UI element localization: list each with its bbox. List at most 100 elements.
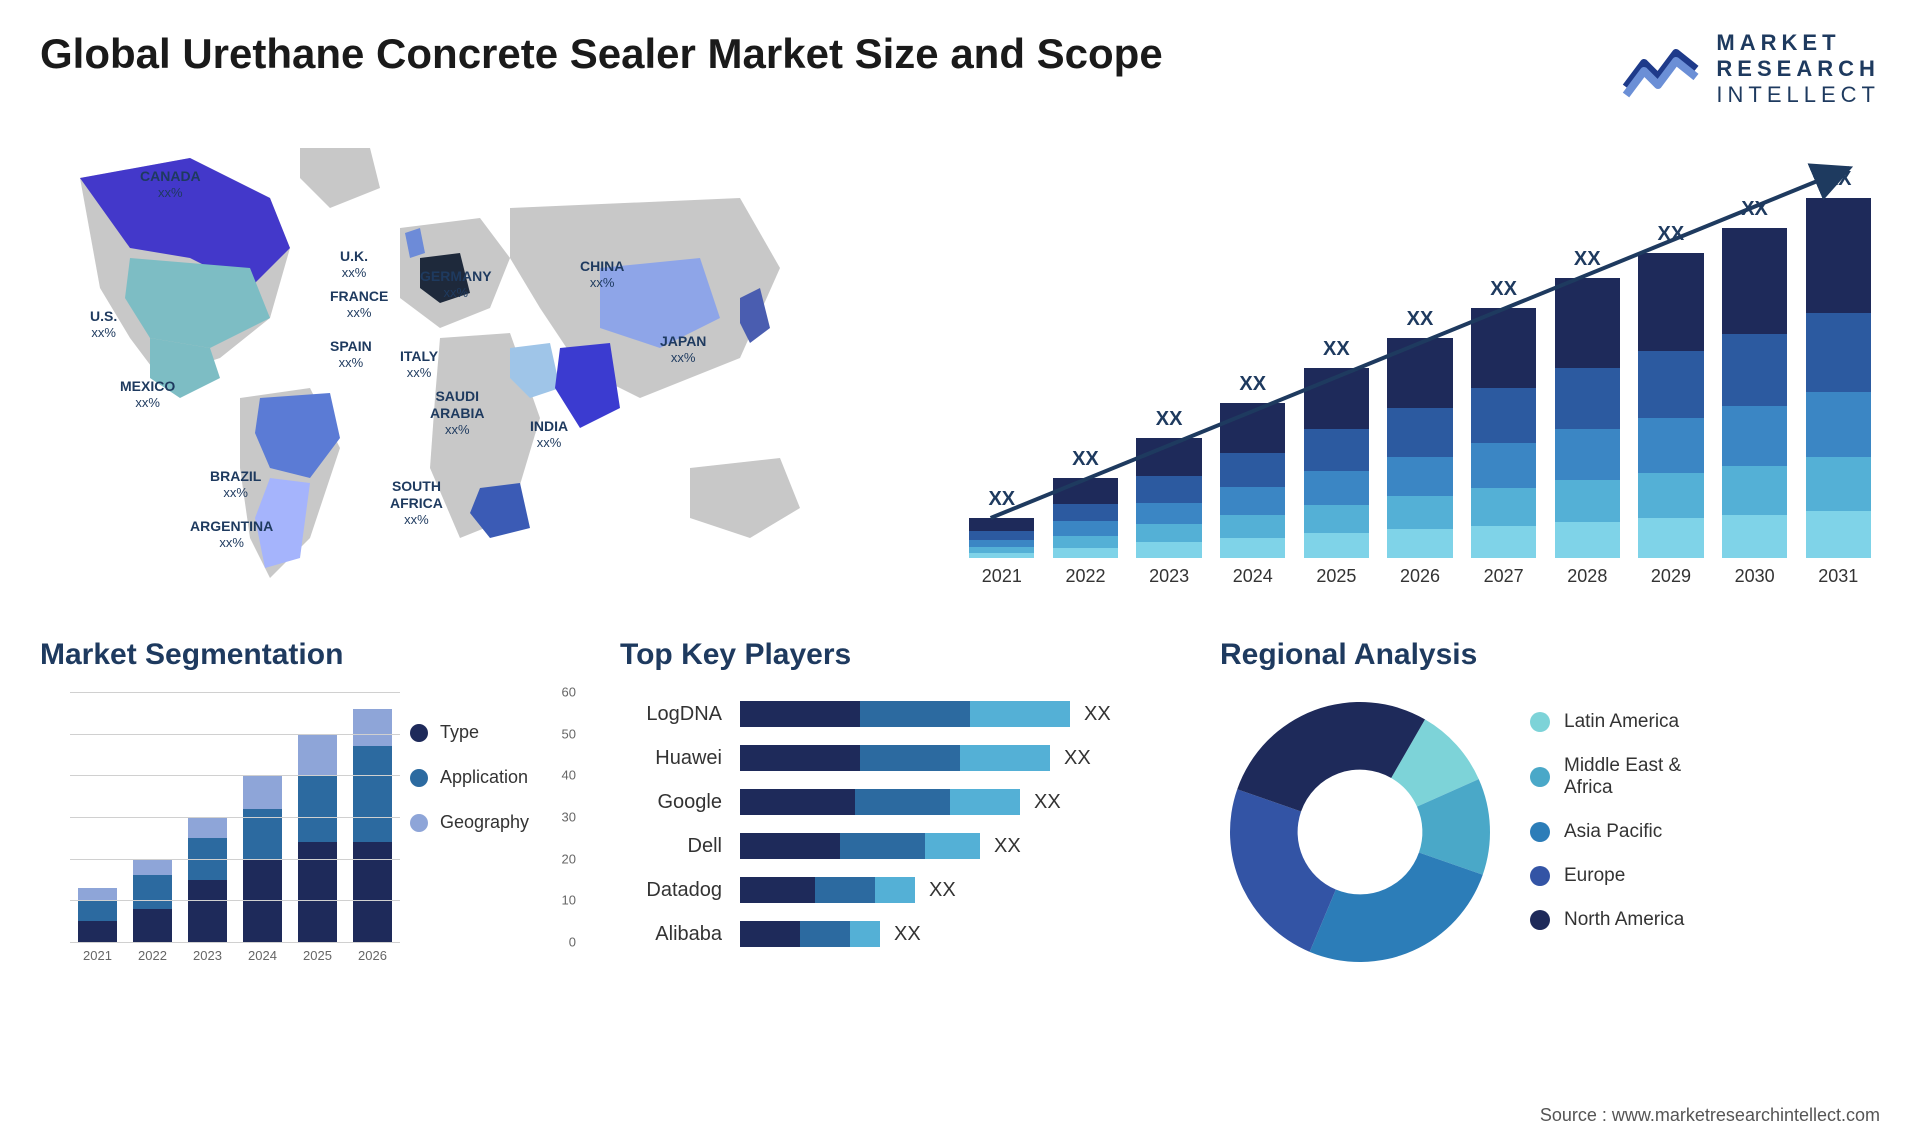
map-label: CHINAxx% [580,258,624,290]
key-player-bar [740,833,980,859]
key-player-value: XX [994,835,1021,858]
growth-bar-label: XX [1053,448,1118,471]
key-player-bar [740,789,1020,815]
key-player-bar-segment [740,701,860,727]
header: Global Urethane Concrete Sealer Market S… [40,30,1880,108]
seg-bar [78,888,118,942]
legend-label: Application [440,767,528,788]
growth-bar-segment [1555,368,1620,430]
key-player-bar-segment [740,921,800,947]
growth-bar-segment [1471,443,1536,488]
growth-bar-segment [1053,504,1118,522]
growth-bar: XX [1304,368,1369,558]
growth-bar-segment [1471,308,1536,388]
seg-bar-segment [133,875,173,908]
growth-bar-segment [1304,505,1369,534]
growth-x-label: 2031 [1796,558,1880,598]
growth-x-label: 2030 [1713,558,1797,598]
regional-legend-item: Asia Pacific [1530,821,1684,843]
growth-bar-segment [969,518,1034,531]
key-player-label: Google [620,791,740,814]
key-player-bar-segment [815,877,875,903]
logo-line3: INTELLECT [1716,82,1880,108]
legend-label: Latin America [1564,711,1679,733]
key-player-bar-segment [740,833,840,859]
growth-x-label: 2025 [1295,558,1379,598]
growth-bar-label: XX [1387,308,1452,331]
map-label: MEXICOxx% [120,378,175,410]
world-map-svg [40,138,920,598]
legend-swatch-icon [410,769,428,787]
growth-bar-segment [1722,228,1787,334]
growth-bar-segment [1806,457,1871,511]
growth-bar-segment [1304,429,1369,471]
seg-bar-segment [188,880,228,943]
seg-bar-segment [353,842,393,942]
growth-bar-segment [1638,518,1703,558]
key-player-bar-segment [970,701,1070,727]
seg-x-label: 2024 [235,942,290,972]
growth-bar-segment [1471,488,1536,526]
regional-title: Regional Analysis [1220,638,1880,672]
key-player-value: XX [1034,791,1061,814]
regional-legend: Latin America Middle East &Africa Asia Pac… [1530,711,1684,953]
growth-bar-label: XX [1722,198,1787,221]
map-label: BRAZILxx% [210,468,261,500]
donut-slice [1237,702,1425,811]
segmentation-legend: TypeApplicationGeography [410,722,580,857]
seg-x-label: 2026 [345,942,400,972]
growth-bar-segment [1555,278,1620,368]
growth-bar-segment [1806,313,1871,392]
legend-label: Middle East &Africa [1564,755,1681,799]
growth-bar: XX [1722,228,1787,558]
seg-gridline [70,775,400,776]
legend-swatch-icon [1530,712,1550,732]
key-player-label: LogDNA [620,703,740,726]
seg-y-tick: 0 [569,935,576,950]
key-player-row: HuaweiXX [620,736,1180,780]
growth-bar: XX [969,518,1034,558]
growth-bar-segment [1220,403,1285,453]
regional-legend-item: Europe [1530,865,1684,887]
growth-bar-segment [1638,473,1703,519]
map-label: U.S.xx% [90,308,117,340]
seg-bar-segment [78,900,118,921]
growth-bar-segment [1722,515,1787,558]
key-player-bar [740,921,880,947]
seg-x-label: 2022 [125,942,180,972]
map-label: CANADAxx% [140,168,201,200]
logo: MARKET RESEARCH INTELLECT [1622,30,1880,108]
seg-bar-segment [298,842,338,942]
key-player-row: DatadogXX [620,868,1180,912]
map-label: U.K.xx% [340,248,368,280]
growth-bar-segment [969,540,1034,547]
seg-bar-segment [353,709,393,746]
key-player-bar-segment [925,833,980,859]
seg-bar-segment [78,888,118,900]
map-region-ind [555,343,620,428]
key-player-bar-segment [840,833,925,859]
growth-chart: XXXXXXXXXXXXXXXXXXXXXX 20212022202320242… [960,138,1880,598]
key-player-value: XX [1064,747,1091,770]
growth-bar-label: XX [1471,278,1536,301]
legend-swatch-icon [1530,866,1550,886]
map-label: SAUDIARABIAxx% [430,388,484,437]
growth-bar-label: XX [1555,248,1620,271]
page-title: Global Urethane Concrete Sealer Market S… [40,30,1163,78]
key-player-bar-segment [855,789,950,815]
seg-legend-item: Application [410,767,580,788]
seg-x-label: 2021 [70,942,125,972]
key-player-label: Datadog [620,879,740,902]
growth-x-label: 2024 [1211,558,1295,598]
key-player-bar-segment [860,745,960,771]
seg-x-label: 2023 [180,942,235,972]
key-player-label: Dell [620,835,740,858]
growth-bar-segment [1555,522,1620,558]
growth-bar-segment [1387,457,1452,497]
growth-bar-segment [1304,368,1369,429]
source-text: Source : www.marketresearchintellect.com [1540,1105,1880,1126]
regional-legend-item: Middle East &Africa [1530,755,1684,799]
growth-bar-segment [1136,476,1201,502]
map-label: JAPANxx% [660,333,706,365]
legend-swatch-icon [410,724,428,742]
